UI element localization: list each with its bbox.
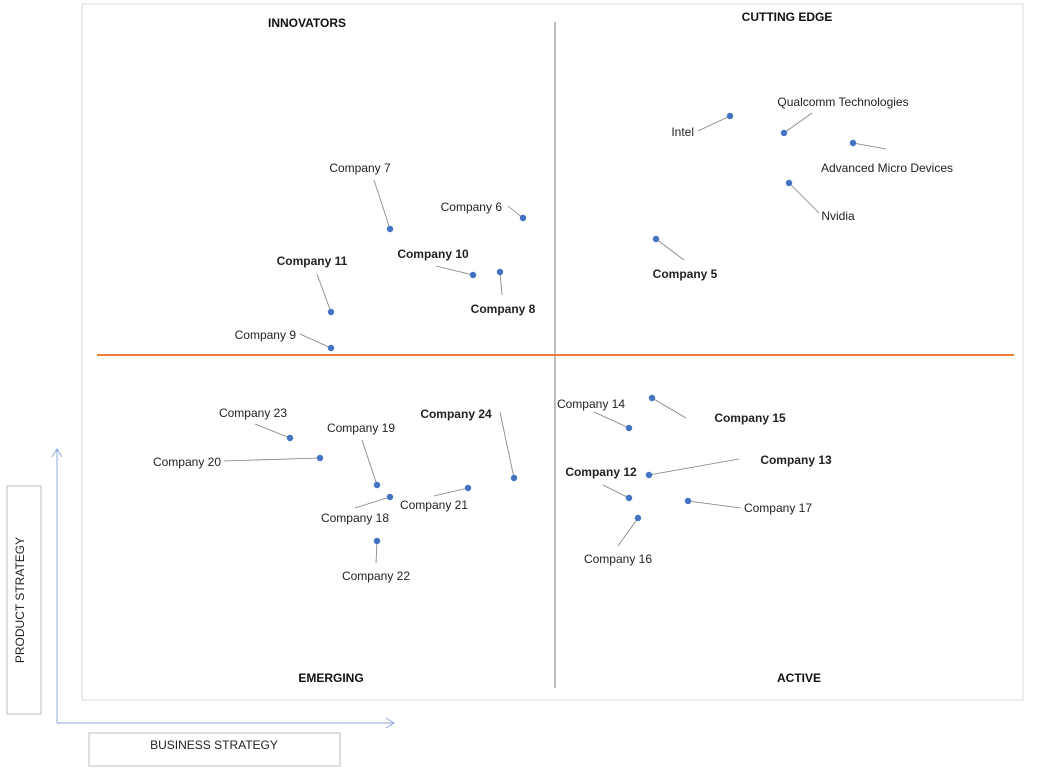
leader-line-company-8	[499, 271, 503, 296]
point-label-company-17: Company 17	[744, 501, 812, 515]
quadrant-label-active: ACTIVE	[777, 671, 821, 685]
leader-line-company-17	[687, 500, 742, 509]
data-point-company-22	[373, 537, 381, 545]
data-point-nvidia	[785, 179, 793, 187]
point-label-company-22: Company 22	[342, 569, 410, 583]
leader-line-company-6	[507, 205, 524, 219]
data-point-company-8	[496, 268, 504, 276]
leader-line-company-14	[593, 411, 630, 429]
leader-line-company-21	[433, 487, 469, 497]
point-label-company-8: Company 8	[471, 302, 536, 316]
point-label-nvidia: Nvidia	[821, 209, 855, 223]
point-label-company-13: Company 13	[760, 453, 832, 467]
quadrant-label-innovators: INNOVATORS	[268, 16, 346, 30]
point-label-company-12: Company 12	[565, 465, 637, 479]
data-point-company-23	[286, 434, 294, 442]
leader-line-company-15	[651, 397, 687, 419]
leader-line-intel	[697, 115, 731, 132]
data-point-company-13	[645, 471, 653, 479]
data-point-company-14	[625, 424, 633, 432]
leader-line-company-11	[316, 273, 332, 313]
data-point-company-19	[373, 481, 381, 489]
point-label-company-23: Company 23	[219, 406, 287, 420]
data-point-company-11	[327, 308, 335, 316]
data-point-company-5	[652, 235, 660, 243]
data-point-qualcomm-technologies	[780, 129, 788, 137]
point-label-company-15: Company 15	[714, 411, 786, 425]
leader-line-company-22	[375, 540, 378, 564]
data-point-company-12	[625, 494, 633, 502]
point-label-company-19: Company 19	[327, 421, 395, 435]
point-label-company-14: Company 14	[557, 397, 625, 411]
y-axis-label-box: PRODUCT STRATEGY	[6, 485, 42, 715]
x-axis-label-box: BUSINESS STRATEGY	[88, 732, 341, 767]
data-point-company-18	[386, 493, 394, 501]
point-label-qualcomm-technologies: Qualcomm Technologies	[777, 95, 908, 109]
data-point-company-15	[648, 394, 656, 402]
point-label-company-5: Company 5	[653, 267, 718, 281]
data-point-company-20	[316, 454, 324, 462]
leader-line-company-18	[354, 496, 391, 509]
point-label-intel: Intel	[671, 125, 694, 139]
data-point-advanced-micro-devices	[849, 139, 857, 147]
leader-line-company-12	[602, 484, 630, 499]
quadrant-label-emerging: EMERGING	[298, 671, 363, 685]
data-points	[286, 112, 857, 545]
point-label-company-20: Company 20	[153, 455, 221, 469]
point-label-company-16: Company 16	[584, 552, 652, 566]
leader-line-company-19	[361, 439, 378, 486]
data-point-company-24	[510, 474, 518, 482]
leader-line-company-20	[223, 457, 321, 462]
leader-line-company-16	[617, 517, 639, 547]
leader-line-qualcomm-technologies	[783, 112, 813, 134]
point-label-company-7: Company 7	[329, 161, 391, 175]
quadrant-label-cutting-edge: CUTTING EDGE	[742, 10, 833, 24]
leader-line-company-13	[648, 458, 740, 476]
data-point-company-10	[469, 271, 477, 279]
x-axis-label: BUSINESS STRATEGY	[150, 738, 278, 752]
point-label-company-6: Company 6	[441, 200, 503, 214]
data-point-company-21	[464, 484, 472, 492]
point-label-company-24: Company 24	[420, 407, 492, 421]
point-label-company-21: Company 21	[400, 498, 468, 512]
point-label-company-10: Company 10	[397, 247, 469, 261]
leader-line-company-10	[435, 265, 474, 276]
leader-line-nvidia	[788, 182, 820, 214]
chart-frame	[81, 3, 1024, 701]
point-label-company-18: Company 18	[321, 511, 389, 525]
point-label-advanced-micro-devices: Advanced Micro Devices	[821, 161, 953, 175]
data-point-company-6	[519, 214, 527, 222]
point-label-company-9: Company 9	[235, 328, 297, 342]
x-axis-arrow	[57, 717, 395, 729]
leader-line-company-24	[499, 411, 515, 479]
data-point-company-9	[327, 344, 335, 352]
y-axis-arrow	[51, 448, 63, 723]
leader-line-company-23	[254, 423, 291, 439]
data-point-company-7	[386, 225, 394, 233]
leader-lines	[223, 112, 887, 564]
data-point-company-16	[634, 514, 642, 522]
leader-line-company-9	[299, 333, 332, 349]
point-label-company-11: Company 11	[277, 254, 348, 268]
leader-line-company-7	[373, 179, 391, 230]
y-axis-label: PRODUCT STRATEGY	[13, 537, 27, 663]
leader-line-company-5	[655, 238, 685, 261]
data-point-intel	[726, 112, 734, 120]
point-labels: Intel Qualcomm Technologies Advanced Micro…	[153, 95, 953, 583]
leader-line-advanced-micro-devices	[852, 142, 887, 150]
data-point-company-17	[684, 497, 692, 505]
